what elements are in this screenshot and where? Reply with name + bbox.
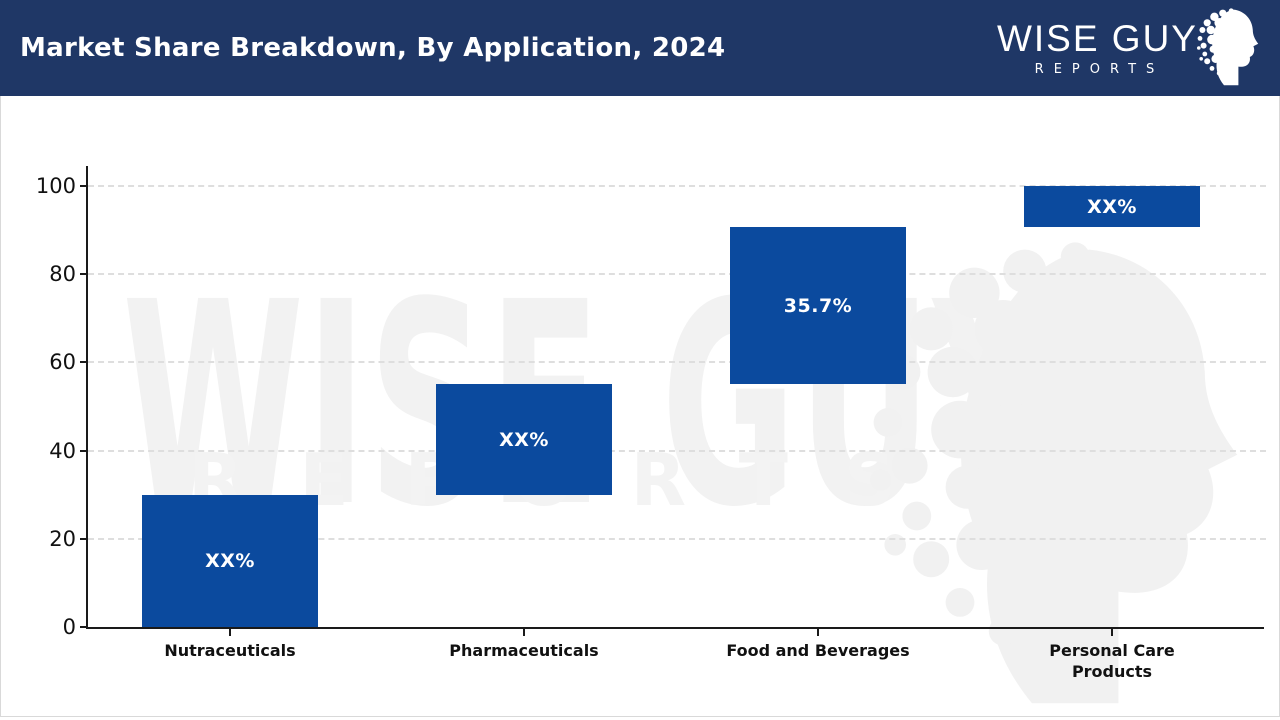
bar-pharmaceuticals: XX%	[436, 384, 612, 495]
y-axis-tick-mark	[80, 537, 87, 540]
bar-value-label: XX%	[499, 428, 549, 451]
x-axis-category-label: Food and Beverages	[726, 641, 910, 660]
gridline	[88, 449, 1266, 452]
x-axis-tick-mark	[817, 629, 819, 636]
chart-header: Market Share Breakdown, By Application, …	[0, 0, 1280, 96]
x-axis-tick-mark	[229, 629, 231, 636]
y-axis-tick-mark	[80, 626, 87, 628]
x-axis-tick-mark	[1111, 629, 1113, 636]
x-axis-category-label: Personal Care Products	[1049, 641, 1175, 682]
x-axis-category-label: Pharmaceuticals	[449, 641, 599, 660]
bar-value-label: XX%	[205, 549, 255, 572]
chart-title: Market Share Breakdown, By Application, …	[20, 33, 726, 63]
y-axis-tick-label: 0	[62, 615, 76, 639]
gridline	[88, 273, 1266, 276]
logo-subtitle: REPORTS	[1034, 62, 1165, 77]
logo-head-icon	[1194, 6, 1266, 90]
gridline	[88, 537, 1266, 540]
logo-wordmark: WISE GUY	[996, 18, 1198, 59]
x-axis-line	[86, 627, 1264, 629]
y-axis-tick-mark	[80, 361, 87, 364]
bar-value-label: XX%	[1087, 195, 1137, 218]
y-axis-line	[86, 166, 88, 629]
y-axis-tick-label: 20	[49, 526, 76, 551]
bar-personal-care-products: XX%	[1024, 186, 1200, 227]
y-axis-tick-mark	[80, 273, 87, 276]
gridline	[88, 361, 1266, 364]
y-axis-tick-label: 60	[49, 350, 76, 375]
x-axis-tick-mark	[523, 629, 525, 636]
y-axis-tick-label: 100	[35, 174, 76, 198]
y-axis-tick-label: 80	[49, 262, 76, 287]
y-axis-tick-label: 40	[49, 438, 76, 463]
bar-food-and-beverages: 35.7%	[730, 227, 906, 385]
bar-nutraceuticals: XX%	[142, 494, 318, 627]
wiseguy-logo: WISE GUY REPORTS	[997, 6, 1266, 90]
y-axis-tick-mark	[80, 185, 87, 187]
y-axis-tick-mark	[80, 449, 87, 452]
bar-value-label: 35.7%	[783, 294, 853, 317]
logo-text: WISE GUY REPORTS	[997, 20, 1198, 76]
x-axis-category-label: Nutraceuticals	[164, 641, 296, 660]
gridline	[88, 185, 1266, 187]
